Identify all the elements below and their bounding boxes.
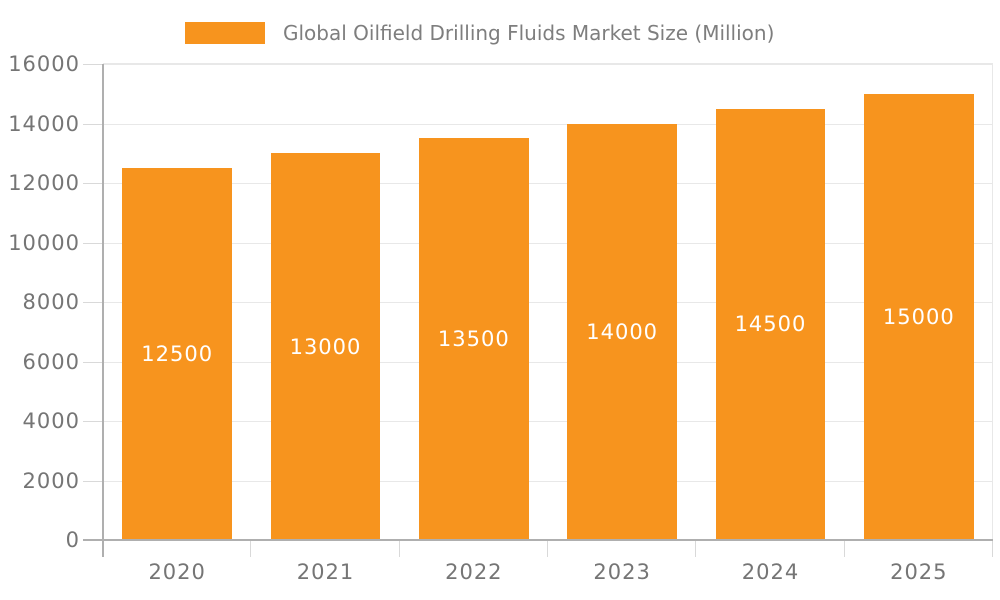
legend-swatch-icon [185, 22, 265, 44]
y-axis-label: 2000 [22, 468, 80, 493]
gridline [103, 242, 993, 244]
legend-item[interactable]: Global Oilfield Drilling Fluids Market S… [185, 21, 774, 45]
category-band: 12500 [103, 64, 251, 540]
x-tick-mark [398, 540, 400, 557]
gridline [103, 183, 993, 184]
y-tick-mark [83, 123, 103, 125]
x-axis-label: 2020 [148, 560, 206, 584]
legend-label: Global Oilfield Drilling Fluids Market S… [283, 21, 775, 45]
y-tick-mark [83, 242, 103, 244]
bar-2021[interactable]: 13000 [270, 153, 381, 540]
x-axis-label: 2021 [296, 560, 355, 584]
plot-area: 12500 13000 13500 14000 14500 15000 [83, 63, 993, 557]
x-tick-mark [992, 540, 993, 557]
y-tick-mark [83, 361, 103, 363]
bar-value-label: 14000 [586, 319, 659, 344]
bar-2024[interactable]: 14500 [715, 108, 826, 540]
gridline [103, 63, 993, 65]
category-band: 14000 [548, 64, 696, 540]
bar-value-label: 13000 [289, 334, 362, 359]
y-axis-label: 10000 [8, 230, 80, 255]
bars-layer: 12500 13000 13500 14000 14500 15000 [103, 64, 993, 540]
y-axis-line [102, 64, 104, 557]
bar-2022[interactable]: 13500 [418, 138, 529, 540]
bar-value-label: 13500 [437, 327, 510, 352]
x-axis-label: 2022 [445, 560, 503, 584]
y-axis-labels: 0 2000 4000 6000 8000 10000 12000 14000 16000 [0, 52, 80, 552]
plot-right-border [992, 64, 993, 557]
bar-2020[interactable]: 12500 [122, 168, 233, 540]
category-band: 15000 [845, 64, 993, 540]
y-axis-label: 6000 [22, 349, 80, 374]
y-tick-mark [83, 480, 103, 482]
gridline [103, 123, 993, 125]
gridline [103, 361, 993, 363]
x-tick-mark [250, 540, 252, 557]
category-band: 14500 [696, 64, 844, 540]
y-tick-mark [83, 64, 103, 65]
x-axis-label: 2023 [593, 560, 651, 584]
x-axis-label: 2024 [741, 560, 800, 584]
x-tick-mark [843, 540, 845, 557]
y-axis-label: 12000 [8, 171, 80, 195]
y-tick-mark [83, 421, 103, 422]
category-band: 13500 [400, 64, 548, 540]
gridline [103, 480, 993, 482]
y-axis-label: 4000 [22, 409, 80, 433]
x-axis-line [83, 539, 993, 541]
bar-value-label: 14500 [734, 312, 807, 337]
bar-2023[interactable]: 14000 [567, 123, 678, 540]
gridline [103, 302, 993, 303]
bar-2025[interactable]: 15000 [863, 93, 974, 540]
x-axis-label: 2025 [890, 560, 948, 584]
y-axis-label: 0 [65, 528, 80, 552]
x-tick-mark [695, 540, 697, 557]
x-axis-labels: 2020 2021 2022 2023 2024 2025 [103, 556, 993, 588]
y-axis-label: 8000 [22, 290, 80, 314]
gridline [103, 421, 993, 422]
x-tick-mark [547, 540, 548, 557]
bar-value-label: 15000 [882, 304, 955, 329]
y-axis-label: 16000 [8, 52, 80, 76]
y-tick-mark [83, 302, 103, 303]
category-band: 13000 [251, 64, 399, 540]
y-axis-label: 14000 [8, 111, 80, 136]
bar-value-label: 12500 [141, 342, 214, 367]
y-tick-mark [83, 183, 103, 184]
